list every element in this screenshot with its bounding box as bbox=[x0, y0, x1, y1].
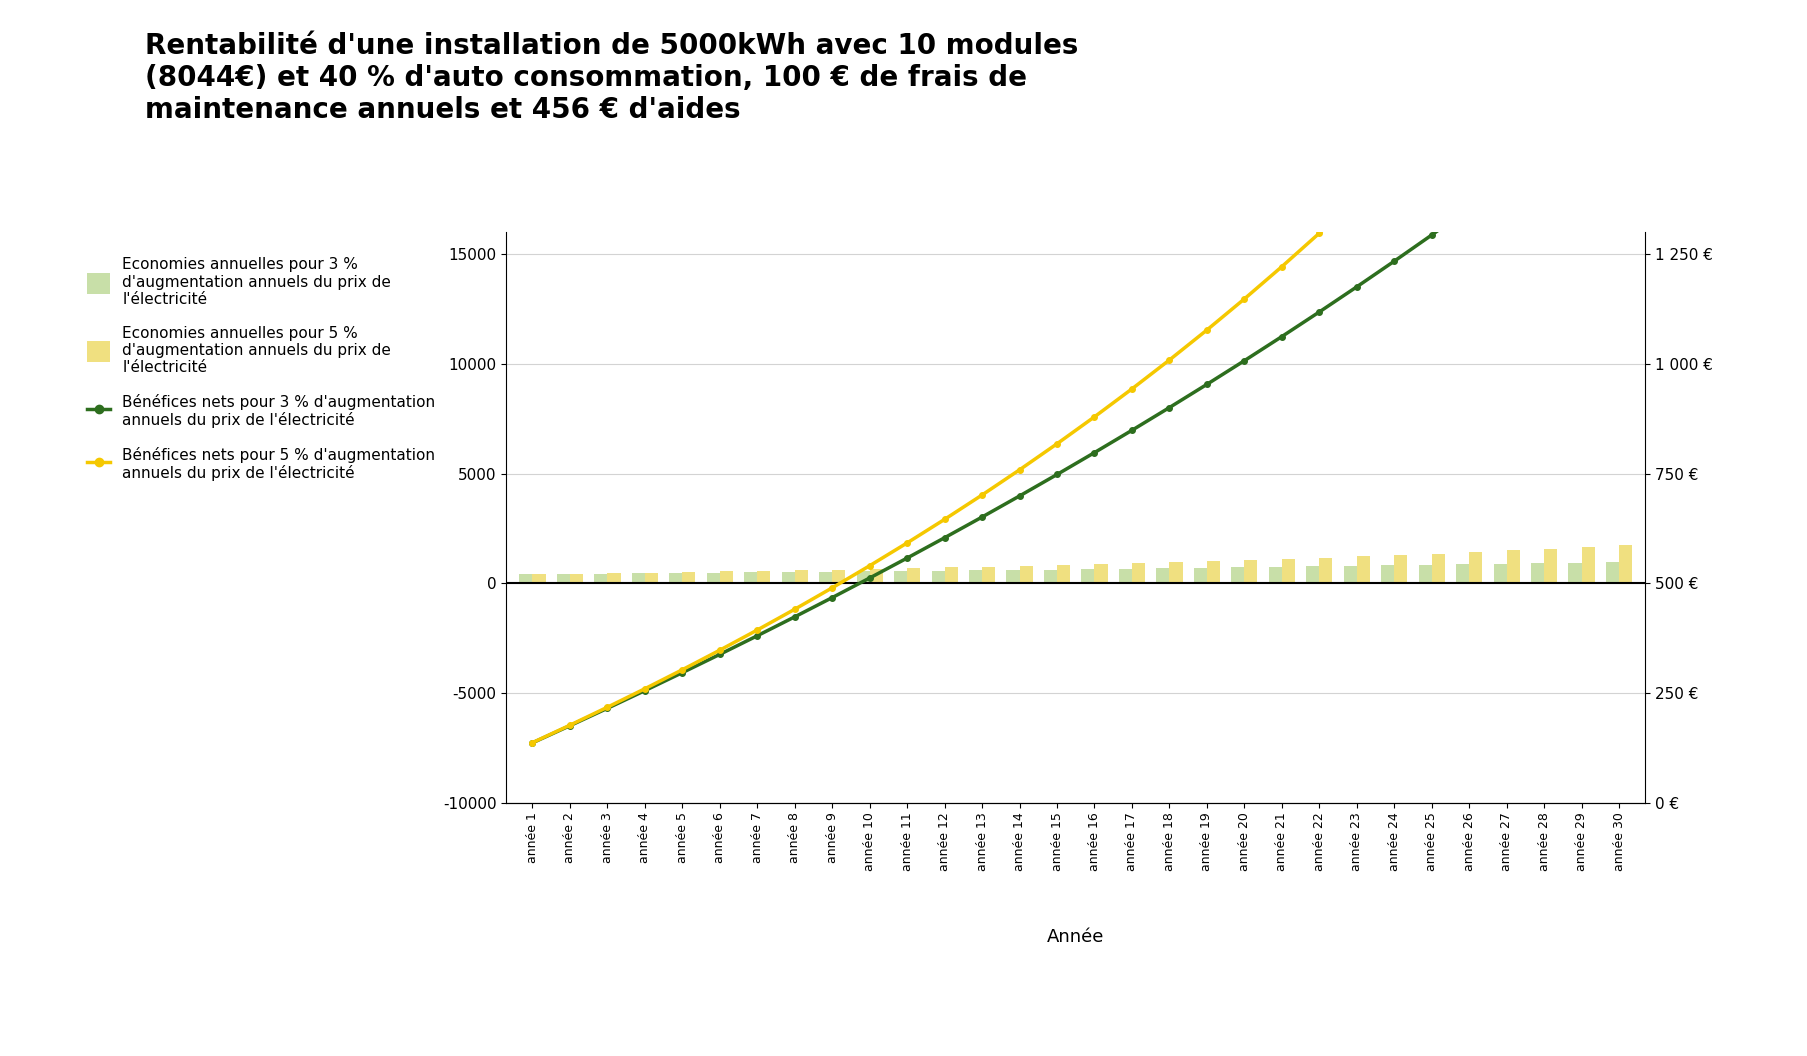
Bar bbox=[645, 572, 658, 583]
Bar bbox=[1455, 564, 1469, 583]
Bar bbox=[595, 573, 607, 583]
Bar bbox=[943, 567, 958, 583]
Bar bbox=[1393, 555, 1406, 583]
Bar bbox=[1006, 570, 1019, 583]
Bar bbox=[1305, 566, 1319, 583]
Bar bbox=[1093, 564, 1108, 583]
Bar bbox=[1581, 547, 1594, 583]
Bar bbox=[1057, 565, 1070, 583]
Bar bbox=[533, 574, 546, 583]
Bar bbox=[1343, 566, 1355, 583]
Bar bbox=[1281, 559, 1294, 583]
Bar bbox=[1355, 557, 1370, 583]
Bar bbox=[607, 573, 620, 583]
Bar bbox=[1207, 561, 1220, 583]
Bar bbox=[931, 570, 943, 583]
Bar bbox=[795, 570, 808, 583]
Bar bbox=[519, 574, 533, 583]
Bar bbox=[1381, 565, 1393, 583]
Bar bbox=[1156, 568, 1169, 583]
Bar bbox=[781, 572, 795, 583]
Bar bbox=[1469, 552, 1482, 583]
Bar bbox=[681, 572, 696, 583]
Bar bbox=[1043, 569, 1057, 583]
Bar bbox=[1418, 565, 1431, 583]
Bar bbox=[969, 570, 981, 583]
Bar bbox=[857, 571, 869, 583]
Bar bbox=[1531, 563, 1543, 583]
Bar bbox=[831, 569, 846, 583]
Bar bbox=[1431, 553, 1444, 583]
Bar bbox=[893, 571, 907, 583]
Bar bbox=[631, 573, 645, 583]
Bar bbox=[1319, 558, 1332, 583]
Bar bbox=[707, 572, 719, 583]
Bar bbox=[1568, 563, 1581, 583]
Bar bbox=[981, 567, 994, 583]
Bar bbox=[1605, 562, 1617, 583]
Bar bbox=[1019, 566, 1032, 583]
Bar bbox=[1131, 563, 1144, 583]
Bar bbox=[1493, 564, 1505, 583]
Bar bbox=[744, 572, 757, 583]
Bar bbox=[819, 571, 831, 583]
Bar bbox=[669, 573, 681, 583]
Bar bbox=[1193, 568, 1207, 583]
Bar bbox=[907, 568, 920, 583]
Bar bbox=[1231, 567, 1243, 583]
Bar bbox=[1505, 550, 1520, 583]
Legend: Economies annuelles pour 3 %
d'augmentation annuels du prix de
l'électricité, Ec: Economies annuelles pour 3 % d'augmentat… bbox=[81, 251, 441, 488]
Bar bbox=[719, 571, 732, 583]
Text: Rentabilité d'une installation de 5000kWh avec 10 modules
(8044€) et 40 % d'auto: Rentabilité d'une installation de 5000kW… bbox=[145, 32, 1077, 125]
Bar bbox=[1169, 562, 1182, 583]
Bar bbox=[557, 573, 569, 583]
Bar bbox=[1269, 567, 1281, 583]
X-axis label: Année: Année bbox=[1046, 928, 1104, 946]
Bar bbox=[1243, 560, 1258, 583]
Bar bbox=[869, 569, 882, 583]
Bar bbox=[569, 573, 582, 583]
Bar bbox=[757, 571, 770, 583]
Bar bbox=[1543, 549, 1556, 583]
Bar bbox=[1119, 569, 1131, 583]
Bar bbox=[1081, 569, 1093, 583]
Bar bbox=[1617, 545, 1632, 583]
